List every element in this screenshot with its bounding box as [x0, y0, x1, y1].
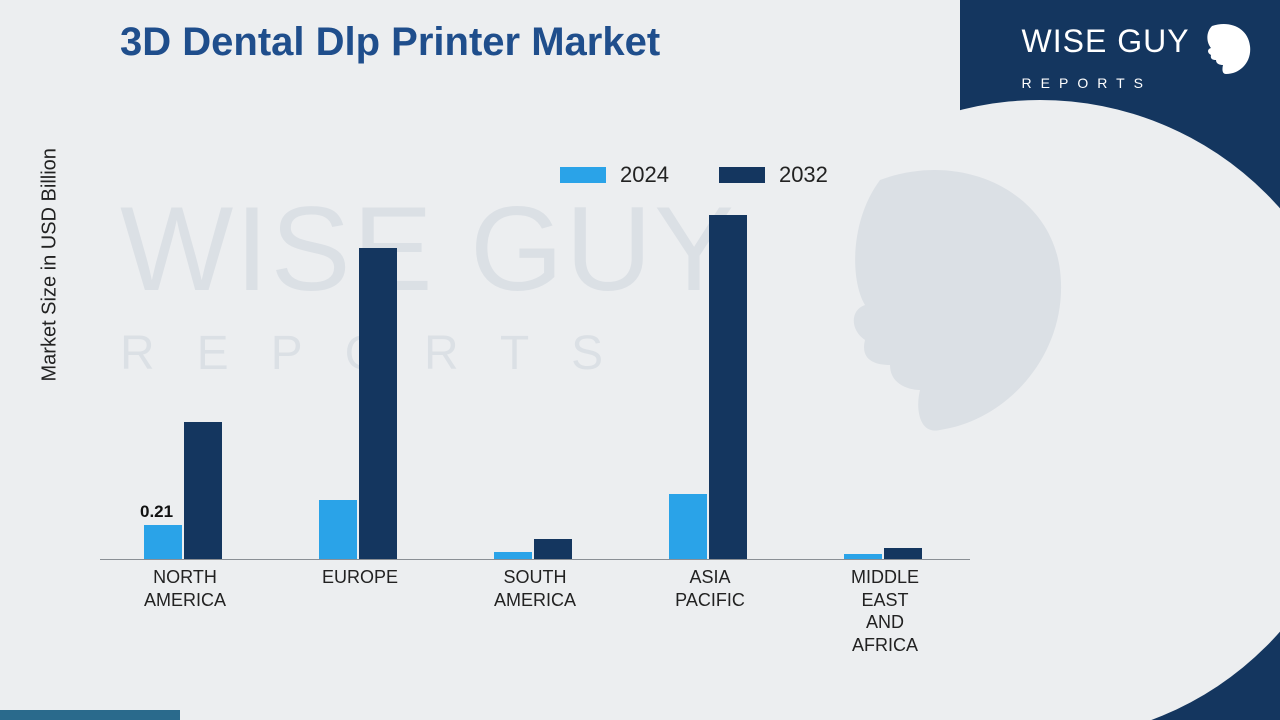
- category-label: ASIAPACIFIC: [630, 566, 790, 611]
- bar-2024: [144, 525, 182, 559]
- report-card: WISE GUY REPORTS WISE GUY REPOR: [0, 0, 1280, 720]
- chart-plot: 0.21: [100, 200, 970, 560]
- legend-label-2024: 2024: [620, 162, 669, 188]
- brand-head-icon: [1200, 22, 1252, 74]
- brand-line2: REPORTS: [1022, 76, 1252, 90]
- legend-item-2032: 2032: [719, 162, 828, 188]
- category-label: NORTHAMERICA: [105, 566, 265, 611]
- bar-2032: [709, 215, 747, 559]
- brand-logo: WISE GUY REPORTS: [1022, 22, 1252, 90]
- bar-2032: [884, 548, 922, 559]
- x-axis-labels: NORTHAMERICA EUROPE SOUTHAMERICA ASIAPACIFI…: [100, 560, 970, 700]
- brand-line1: WISE GUY: [1022, 23, 1190, 59]
- bar-2032: [359, 248, 397, 559]
- bar-2032: [184, 422, 222, 559]
- category-label: EUROPE: [280, 566, 440, 589]
- legend-label-2032: 2032: [779, 162, 828, 188]
- bar-2024: [844, 554, 882, 559]
- legend-swatch-2032: [719, 167, 765, 183]
- accent-bar: [0, 710, 180, 720]
- chart-title: 3D Dental Dlp Printer Market: [120, 20, 660, 65]
- bar-2024: [319, 500, 357, 559]
- bar-2032: [534, 539, 572, 559]
- category-label: MIDDLEEASTANDAFRICA: [805, 566, 965, 656]
- legend: 2024 2032: [560, 162, 828, 188]
- legend-item-2024: 2024: [560, 162, 669, 188]
- bar-2024: [494, 552, 532, 559]
- legend-swatch-2024: [560, 167, 606, 183]
- value-label: 0.21: [140, 502, 173, 522]
- bar-2024: [669, 494, 707, 559]
- y-axis-label: Market Size in USD Billion: [39, 148, 62, 381]
- category-label: SOUTHAMERICA: [455, 566, 615, 611]
